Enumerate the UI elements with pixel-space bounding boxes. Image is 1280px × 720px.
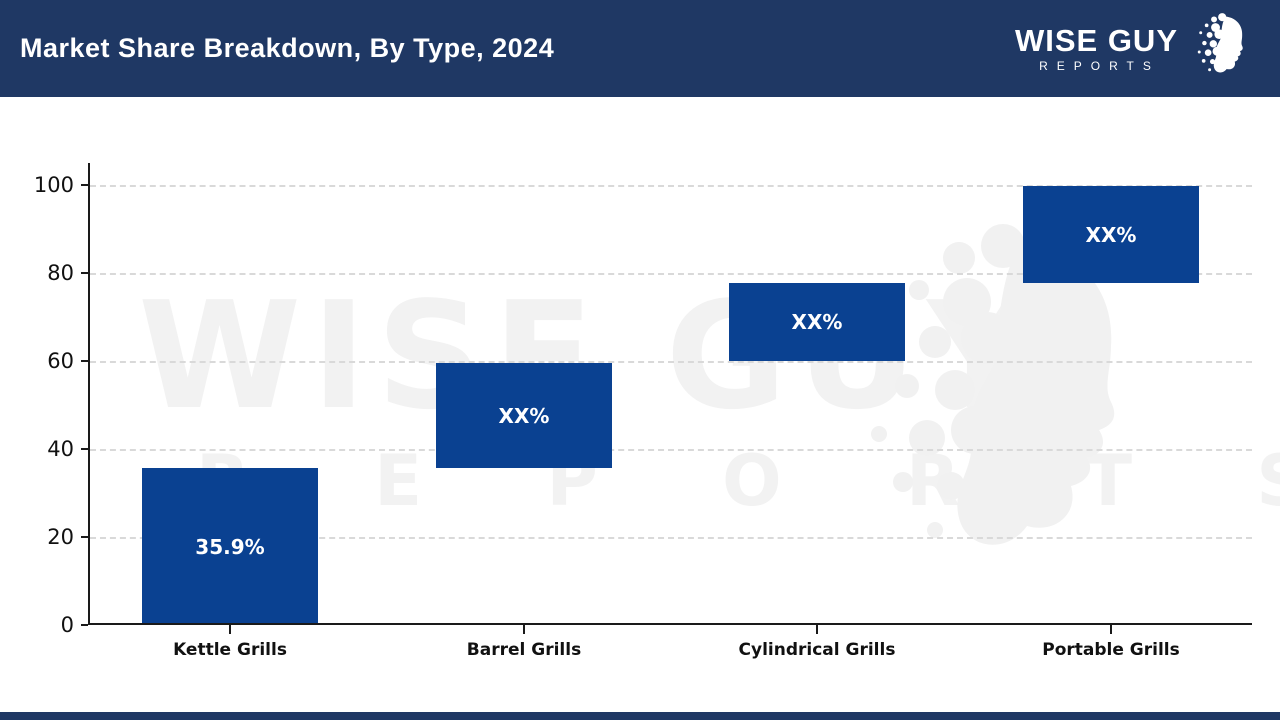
y-axis-label-0: 0 [60, 613, 74, 637]
page-title: Market Share Breakdown, By Type, 2024 [20, 33, 555, 63]
y-axis-line [88, 163, 90, 625]
y-axis-label-40: 40 [47, 437, 74, 461]
gridline-100 [90, 185, 1252, 187]
footer-bar [0, 712, 1280, 720]
bar-cylindrical-grills: XX% [729, 283, 905, 361]
bar-value-label: XX% [498, 403, 550, 428]
x-tick [816, 625, 818, 634]
gridline-20 [90, 537, 1252, 539]
logo-subtitle: REPORTS [1039, 59, 1160, 73]
wiseguy-logo-text: WISE GUY REPORTS [1015, 25, 1178, 72]
bar-value-label: 35.9% [195, 534, 265, 559]
header: Market Share Breakdown, By Type, 2024 WI… [0, 0, 1280, 97]
x-axis-line [88, 623, 1252, 625]
x-tick [523, 625, 525, 634]
y-tick [81, 272, 88, 274]
bar-kettle-grills: 35.9% [142, 468, 318, 625]
x-axis-label-kettle: Kettle Grills [173, 640, 287, 660]
y-axis-label-60: 60 [47, 349, 74, 373]
y-tick [81, 624, 88, 626]
y-tick [81, 184, 88, 186]
bar-value-label: XX% [1085, 222, 1137, 247]
wiseguy-logo: WISE GUY REPORTS [1015, 9, 1254, 89]
wiseguy-head-icon [1197, 12, 1243, 72]
watermark-head-icon [871, 224, 1115, 545]
y-tick [81, 360, 88, 362]
gridline-80 [90, 273, 1252, 275]
y-tick [81, 448, 88, 450]
x-axis-label-cylindrical: Cylindrical Grills [738, 640, 896, 660]
logo-wordmark: WISE GUY [1014, 23, 1178, 58]
gridline-60 [90, 361, 1252, 363]
watermark-subtitle: R E P O R T S [196, 440, 1280, 522]
x-tick [229, 625, 231, 634]
y-axis-label-80: 80 [47, 261, 74, 285]
bar-barrel-grills: XX% [436, 363, 612, 468]
y-tick [81, 536, 88, 538]
bar-portable-grills: XX% [1023, 186, 1199, 283]
x-tick [1110, 625, 1112, 634]
x-axis-label-barrel: Barrel Grills [466, 640, 582, 660]
gridline-40 [90, 449, 1252, 451]
bar-value-label: XX% [791, 310, 843, 334]
y-axis-label-20: 20 [47, 525, 74, 549]
x-axis-label-portable: Portable Grills [1042, 640, 1180, 660]
y-axis-label-100: 100 [33, 173, 74, 197]
